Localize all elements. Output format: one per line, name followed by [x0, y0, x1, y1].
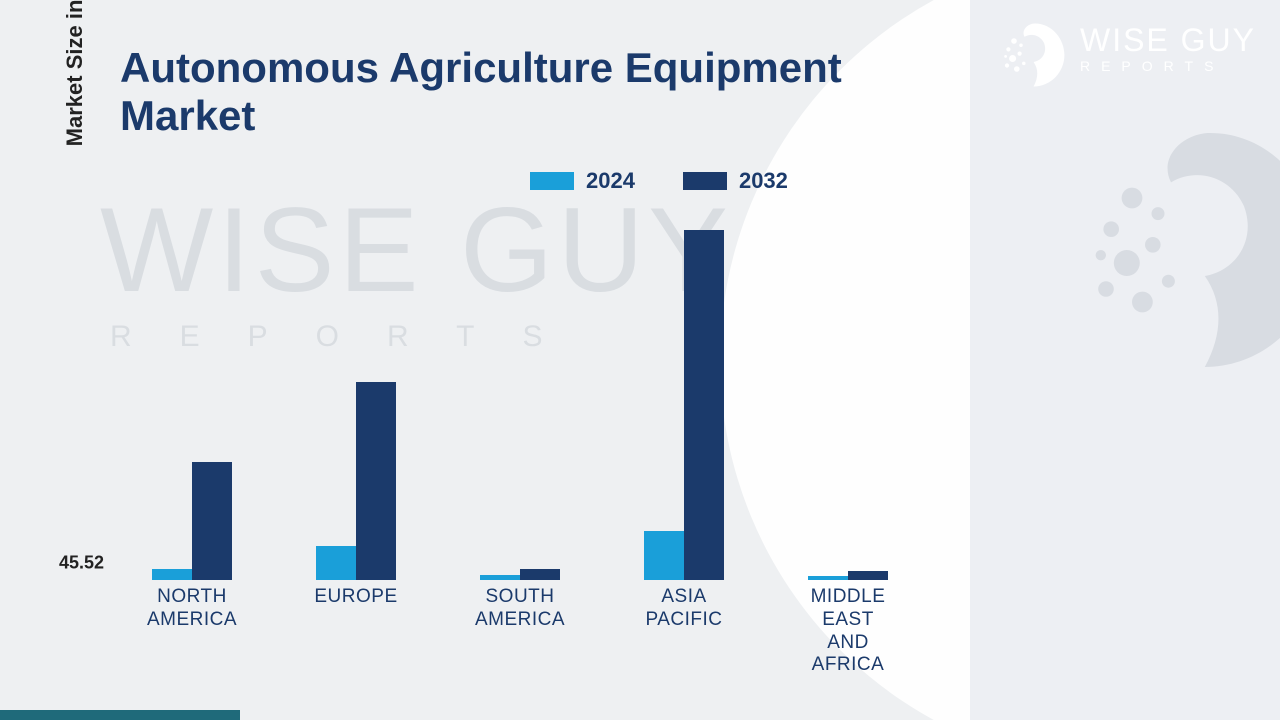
y-axis-label: Market Size in USD Billion — [62, 0, 88, 200]
bar — [192, 462, 232, 580]
bar-group: MIDDLEEASTANDAFRICA — [766, 571, 930, 581]
chart-legend: 2024 2032 — [530, 168, 788, 194]
bar — [808, 576, 848, 580]
bar — [520, 569, 560, 580]
category-label: SOUTHAMERICA — [445, 586, 595, 632]
y-tick-label: 45.52 — [59, 552, 104, 573]
bar — [644, 531, 684, 580]
legend-item-2024: 2024 — [530, 168, 635, 194]
bar-group: NORTHAMERICA — [110, 462, 274, 580]
plot-area: NORTHAMERICAEUROPESOUTHAMERICAASIAPACIFI… — [110, 200, 930, 580]
bar — [356, 382, 396, 580]
legend-label: 2024 — [586, 168, 635, 194]
watermark-head-icon — [1080, 120, 1280, 380]
bar — [848, 571, 888, 581]
legend-label: 2032 — [739, 168, 788, 194]
bar-group: SOUTHAMERICA — [438, 569, 602, 580]
bar — [684, 230, 724, 580]
category-label: NORTHAMERICA — [117, 586, 267, 632]
accent-bar — [0, 710, 240, 720]
category-label: EUROPE — [281, 586, 431, 609]
category-label: ASIAPACIFIC — [609, 586, 759, 632]
category-label: MIDDLEEASTANDAFRICA — [773, 586, 923, 677]
legend-swatch — [683, 172, 727, 190]
bar — [316, 546, 356, 580]
bar-group: EUROPE — [274, 382, 438, 580]
chart-title: Autonomous Agriculture Equipment Market — [120, 44, 880, 141]
bar — [152, 569, 192, 580]
bar-chart: NORTHAMERICAEUROPESOUTHAMERICAASIAPACIFI… — [110, 200, 930, 580]
bar-group: ASIAPACIFIC — [602, 230, 766, 580]
legend-swatch — [530, 172, 574, 190]
bar — [480, 575, 520, 580]
legend-item-2032: 2032 — [683, 168, 788, 194]
